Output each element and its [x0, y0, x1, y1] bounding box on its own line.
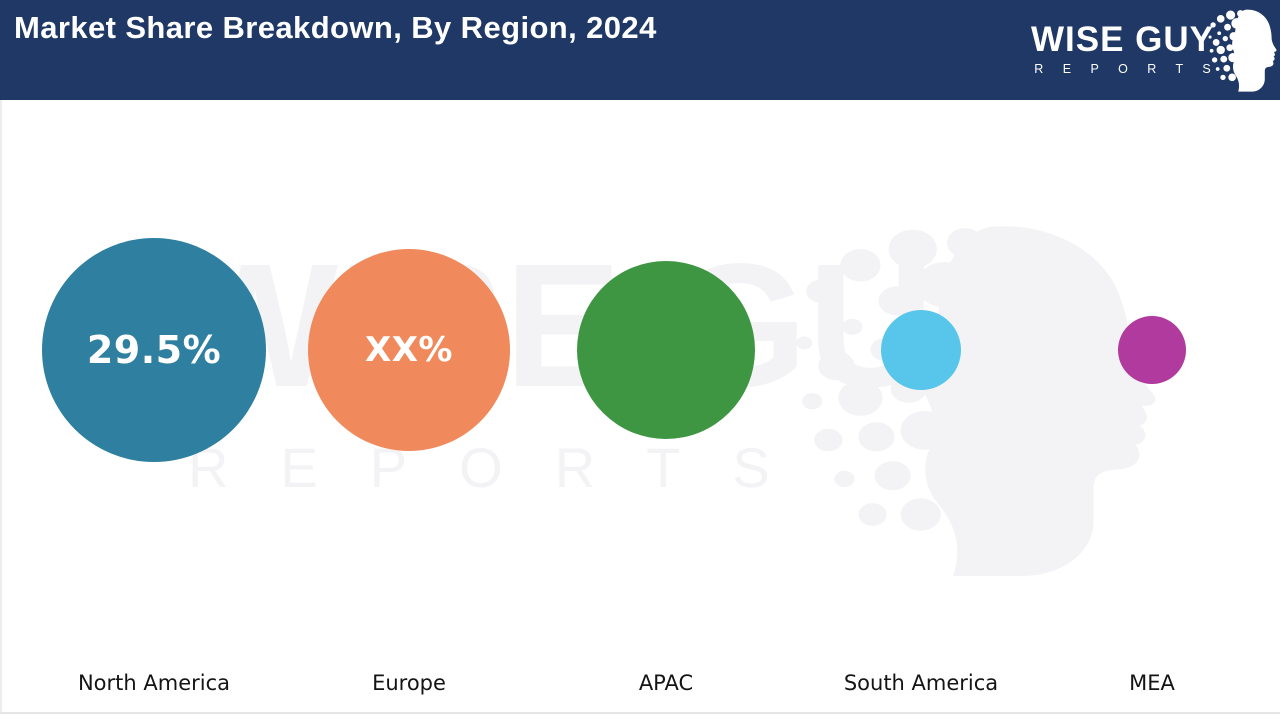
- wise-guy-reports-logo: WISE GUY R E P O R T S: [1031, 5, 1280, 92]
- bubble-value-north-america: 29.5%: [86, 328, 222, 372]
- category-label-mea: MEA: [1129, 671, 1175, 695]
- bubble-europe: XX%: [308, 249, 510, 451]
- chart-frame-left-border: [0, 100, 2, 713]
- chart-frame-bottom-border: [0, 712, 1280, 714]
- category-label-apac: APAC: [638, 671, 694, 695]
- bubble-apac: [577, 261, 755, 439]
- header: Market Share Breakdown, By Region, 2024 …: [0, 0, 1280, 100]
- logo-name: WISE GUY: [1030, 19, 1214, 59]
- wise-guy-face-icon: [1204, 8, 1280, 92]
- category-label-north-america: North America: [77, 671, 231, 695]
- category-label-europe: Europe: [372, 671, 446, 695]
- bubble-north-america: 29.5%: [42, 238, 266, 462]
- logo-subtitle: R E P O R T S: [1034, 61, 1219, 76]
- bubble-value-europe: XX%: [365, 330, 453, 370]
- category-label-south-america: South America: [843, 671, 999, 695]
- logo-text: WISE GUY R E P O R T S: [1031, 22, 1214, 76]
- page-title: Market Share Breakdown, By Region, 2024: [14, 10, 657, 45]
